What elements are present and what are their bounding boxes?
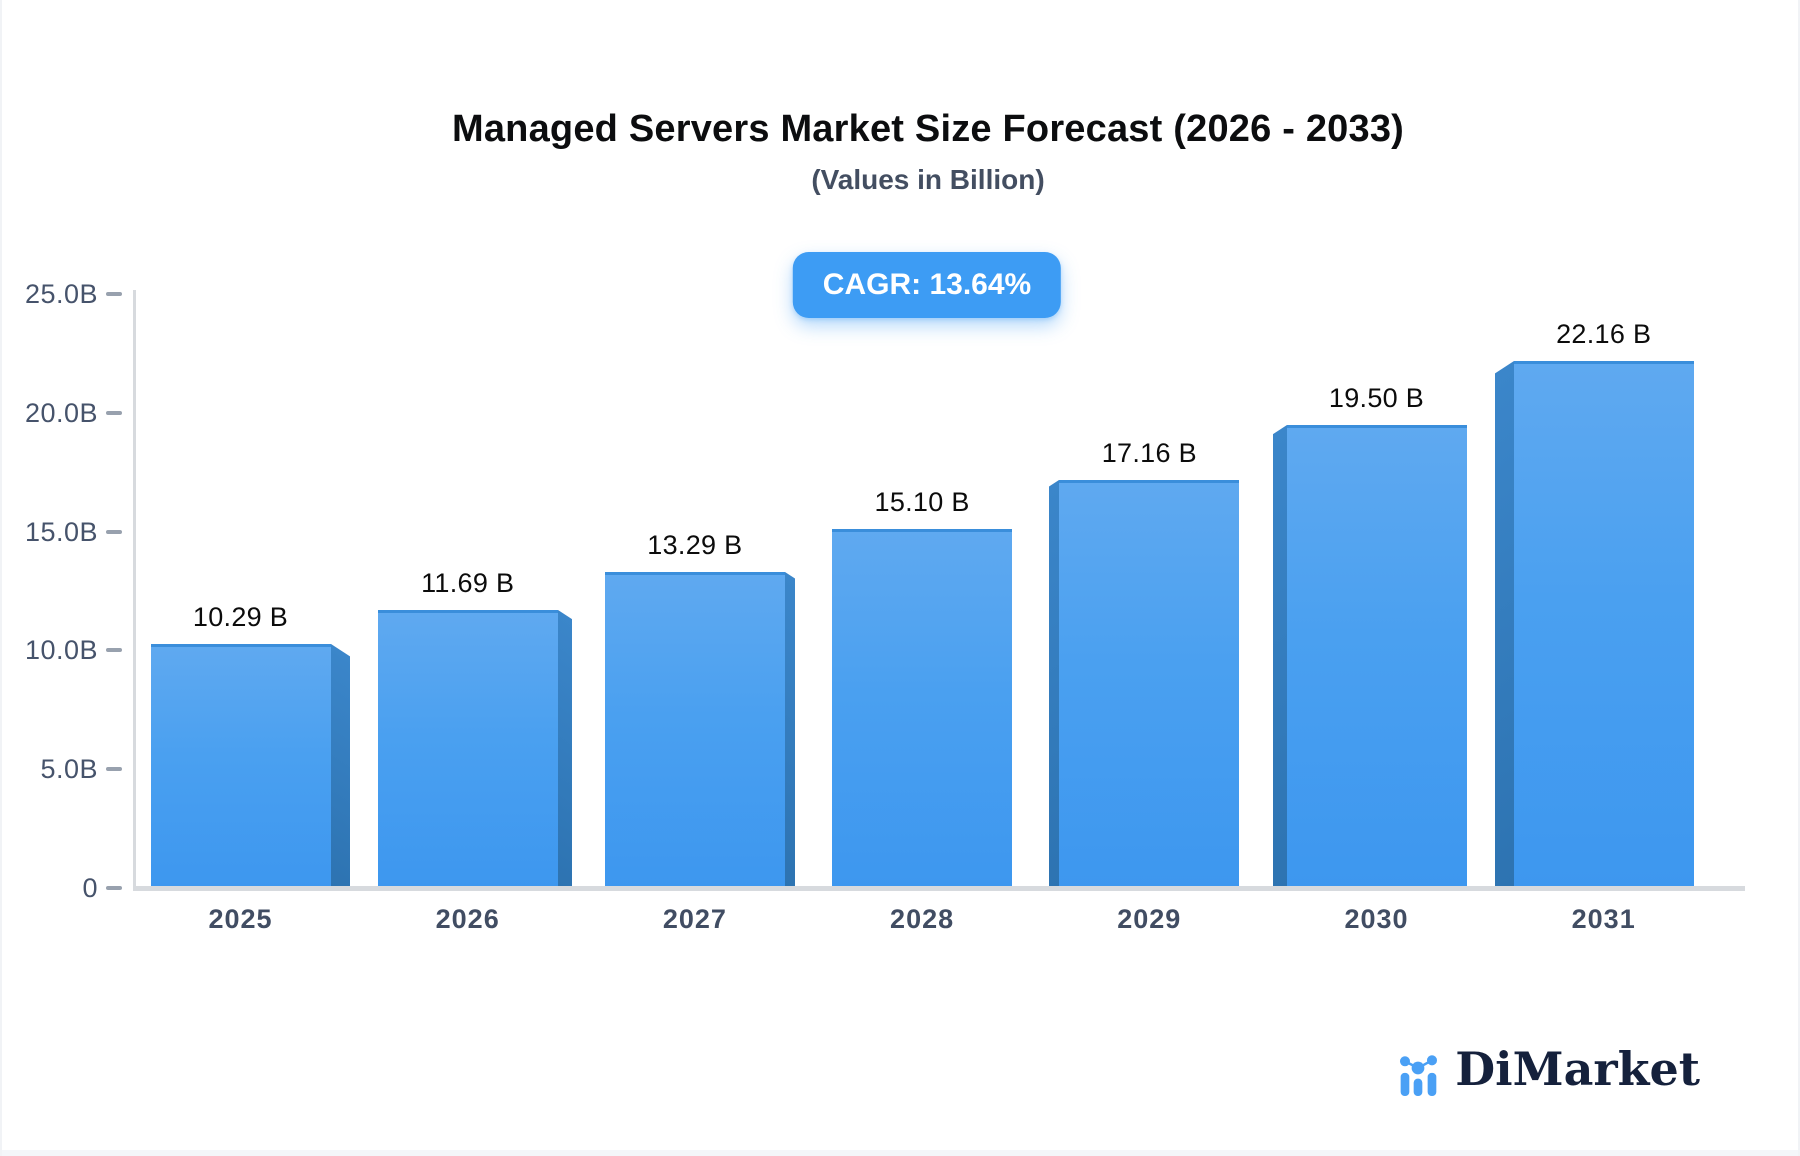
y-axis-tick-mark [106,292,122,296]
bar-value-label: 15.10 B [874,487,970,518]
y-axis-tick-mark [106,648,122,653]
bar-side-3d [1049,480,1060,888]
bar-face [150,643,331,888]
page-edge [2,1150,1798,1156]
plot-area: 10.29 B 11.69 B 13.29 B 15.10 B 17.16 B 19.50… [137,294,1747,888]
bar-value-label: 11.69 B [421,568,515,599]
bar-2031[interactable]: 22.16 B [1494,319,1694,888]
chart-subtitle: (Values in Billion) [811,164,1045,195]
bar-face [1513,361,1694,888]
y-axis-tick-label: 20.0B [24,397,98,428]
bar-face [604,572,785,888]
y-axis-tick-mark [106,886,122,890]
x-axis-label-2026: 2026 [435,904,500,934]
x-axis-label-2030: 2030 [1344,904,1409,934]
x-axis-label-2031: 2031 [1571,904,1636,934]
x-axis-label-2028: 2028 [890,904,955,934]
y-axis-tick-mark [106,410,122,415]
bar-side-3d [1272,424,1287,888]
bar-side-3d [330,643,350,888]
brand-name: DiMarket [1455,1042,1700,1096]
bar-face [1059,480,1240,888]
bar-2026[interactable]: 11.69 B [377,568,572,888]
y-axis-tick-mark [106,767,122,772]
x-axis-label-2029: 2029 [1117,904,1182,934]
bar-value-label: 22.16 B [1556,319,1652,350]
bar-2025[interactable]: 10.29 B [150,602,350,888]
bar-side-3d [1494,361,1514,888]
bar-value-label: 10.29 B [192,601,289,632]
cagr-badge: CAGR: 13.64% [792,252,1062,318]
bar-face [832,529,1013,888]
bar-2027[interactable]: 13.29 B [604,530,795,888]
bar-value-label: 17.16 B [1101,438,1197,469]
y-axis-tick-label: 10.0B [24,635,98,666]
y-axis-tick-mark [106,529,122,534]
y-axis-tick-label: 5.0B [40,754,98,785]
y-axis-tick-label: 15.0B [24,516,98,547]
y-axis-tick-label: 0 [82,873,98,903]
mini-bar-chart-logo-icon [1400,1055,1438,1096]
bar-side-3d [784,572,795,888]
x-axis-label-2027: 2027 [662,904,727,934]
bar-value-label: 19.50 B [1328,382,1425,413]
bar-face [377,610,558,888]
bar-face [1286,424,1467,888]
brand-logo: DiMarket [1391,1040,1700,1098]
bar-side-3d [557,610,572,888]
bar-value-label: 13.29 B [647,530,743,561]
y-axis-tick-label: 25.0B [24,279,98,309]
bar-2030[interactable]: 19.50 B [1272,383,1467,888]
x-axis-line [133,886,1745,891]
x-axis-label-2025: 2025 [208,904,273,934]
bar-2029[interactable]: 17.16 B [1049,438,1240,888]
bar-2028[interactable]: 15.10 B [832,487,1013,888]
chart-title: Managed Servers Market Size Forecast (20… [451,108,1405,150]
y-axis-line [133,290,136,890]
